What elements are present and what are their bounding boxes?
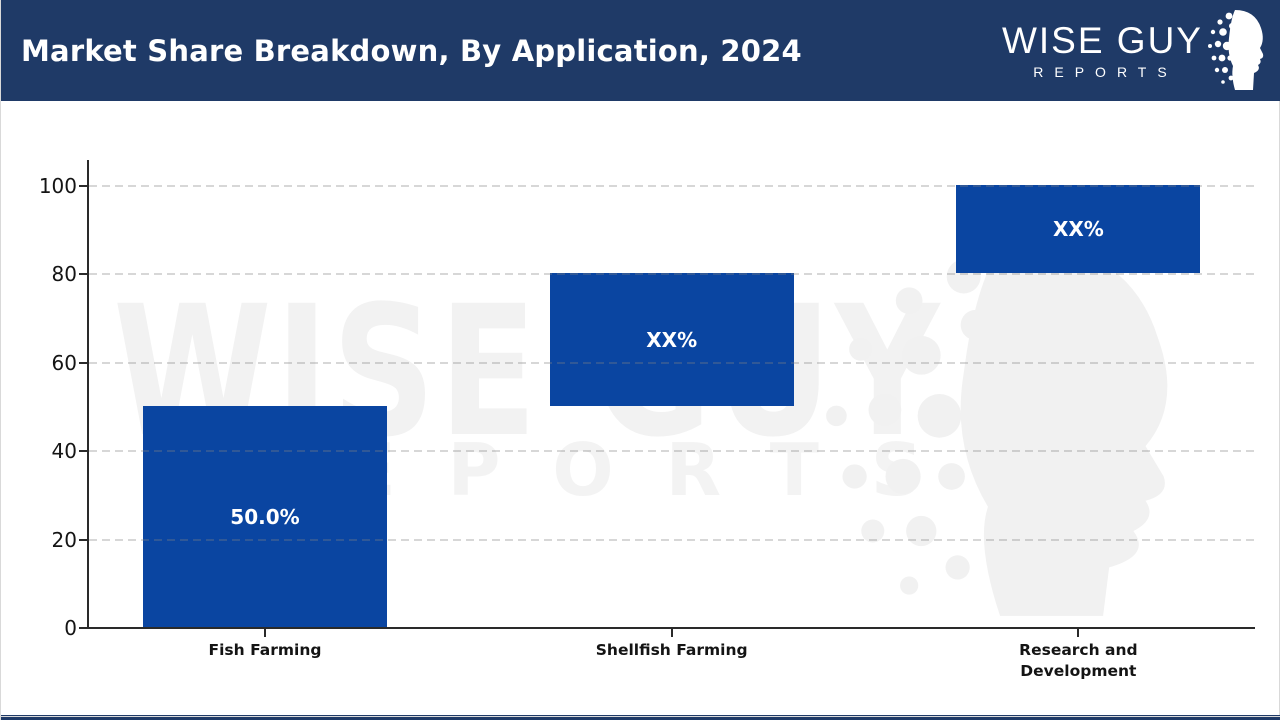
bar-fish-farming: 50.0%	[143, 406, 387, 627]
x-category-label-shellfish-farming: Shellfish Farming	[595, 641, 748, 659]
y-tick-mark	[79, 273, 87, 276]
y-tick-mark	[79, 538, 87, 541]
brand-logo: WISE GUY REPORTS	[1002, 6, 1267, 96]
y-tick-label: 20	[51, 527, 77, 552]
brand-subtitle: REPORTS	[1033, 63, 1178, 80]
y-axis-line	[87, 160, 89, 629]
bar-value-label: 50.0%	[230, 504, 300, 529]
gridline-100	[89, 185, 1255, 187]
footer-bar	[1, 715, 1280, 720]
watermark-head-profile-icon	[789, 228, 1199, 632]
gridline-40	[89, 450, 1255, 453]
x-tick-mark	[1077, 629, 1080, 637]
gridline-20	[89, 538, 1255, 541]
x-tick-mark	[264, 629, 266, 637]
y-tick-label: 80	[51, 262, 77, 287]
page-title: Market Share Breakdown, By Application, …	[21, 33, 802, 68]
brand-logo-text: WISE GUY REPORTS	[1002, 22, 1203, 80]
header-banner: Market Share Breakdown, By Application, …	[1, 0, 1280, 101]
y-tick-label: 0	[64, 616, 77, 640]
y-tick-mark	[79, 450, 87, 453]
gridline-60	[89, 361, 1255, 364]
x-category-label-research-and-development: Research and Development	[1019, 641, 1138, 680]
content-bottom-rule	[1, 716, 1280, 717]
x-category-label-fish-farming: Fish Farming	[208, 641, 322, 659]
bar-research-and-development: XX%	[956, 185, 1201, 274]
y-tick-mark	[79, 361, 87, 364]
x-tick-mark	[670, 629, 673, 637]
y-tick-mark	[79, 185, 87, 187]
y-tick-label: 60	[51, 350, 77, 375]
bar-value-label: XX%	[646, 327, 698, 352]
y-tick-label: 100	[38, 174, 77, 198]
dotted-head-profile-icon	[1205, 6, 1267, 96]
brand-name: WISE GUY	[1001, 19, 1203, 61]
y-tick-mark	[79, 627, 87, 629]
bar-value-label: XX%	[1052, 217, 1104, 242]
x-axis-line	[87, 627, 1255, 629]
y-tick-label: 40	[51, 439, 77, 464]
gridline-80	[89, 273, 1255, 276]
bar-shellfish-farming: XX%	[549, 273, 794, 406]
